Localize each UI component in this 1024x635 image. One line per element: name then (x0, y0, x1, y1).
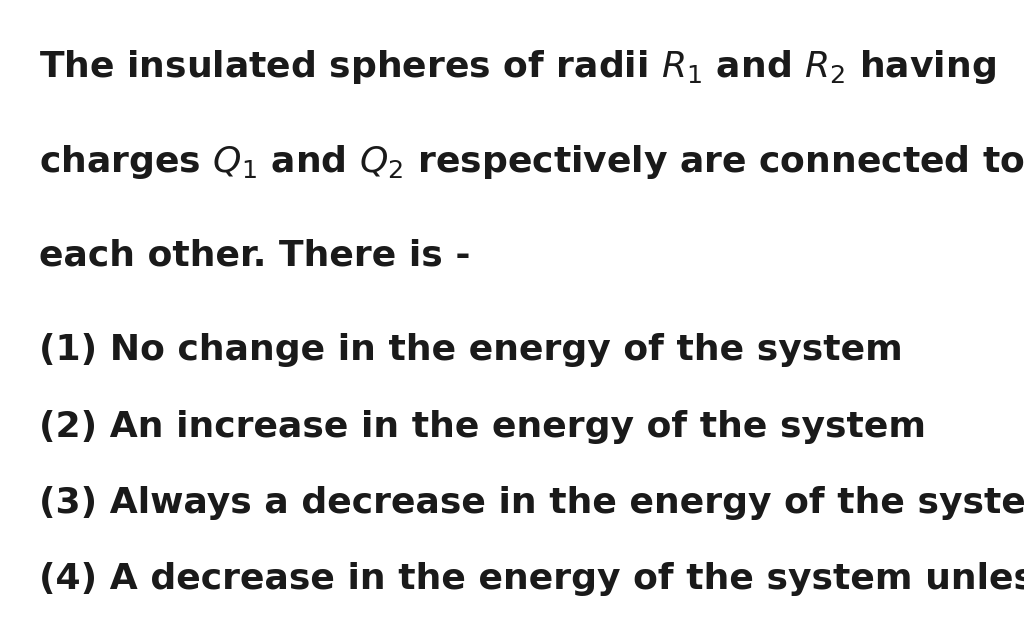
Text: (4) A decrease in the energy of the system unless: (4) A decrease in the energy of the syst… (39, 562, 1024, 596)
Text: (1) No change in the energy of the system: (1) No change in the energy of the syste… (39, 333, 903, 368)
Text: (2) An increase in the energy of the system: (2) An increase in the energy of the sys… (39, 410, 926, 444)
Text: (3) Always a decrease in the energy of the system: (3) Always a decrease in the energy of t… (39, 486, 1024, 520)
Text: each other. There is -: each other. There is - (39, 238, 470, 272)
Text: charges $Q_1$ and $Q_2$ respectively are connected to: charges $Q_1$ and $Q_2$ respectively are… (39, 143, 1024, 181)
Text: The insulated spheres of radii $R_1$ and $R_2$ having: The insulated spheres of radii $R_1$ and… (39, 48, 995, 86)
